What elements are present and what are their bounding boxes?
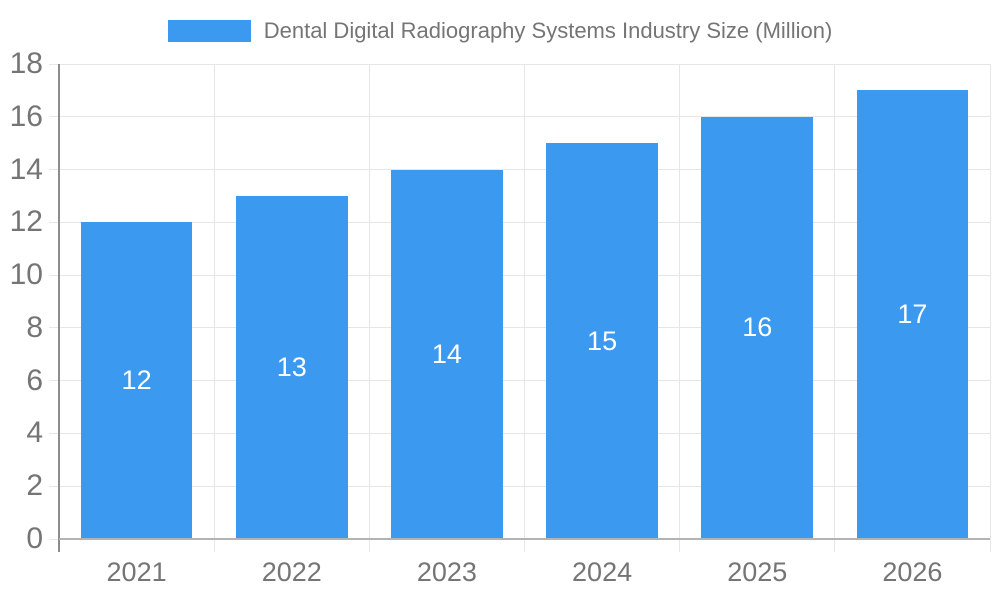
x-tick-label-2025: 2025	[727, 557, 788, 587]
legend-swatch	[167, 20, 251, 42]
category-separator-5	[834, 64, 836, 552]
y-tick-label-18: 18	[9, 47, 43, 80]
category-separator-1	[213, 64, 215, 552]
x-tick-label-2021: 2021	[106, 557, 167, 587]
bar-2024: 15	[546, 143, 658, 539]
category-separator-4	[679, 64, 681, 552]
y-tick-mark-18	[49, 63, 59, 65]
y-tick-mark-10	[49, 274, 59, 276]
y-tick-mark-4	[49, 432, 59, 434]
y-tick-label-6: 6	[26, 363, 43, 397]
y-tick-label-10: 10	[9, 258, 43, 292]
bar-2021: 12	[80, 222, 193, 539]
bar-value-label-2022: 13	[276, 351, 307, 382]
x-tick-label-2024: 2024	[572, 557, 633, 587]
bar-2026: 17	[856, 90, 969, 539]
bar-value-label-2026: 17	[897, 299, 928, 330]
category-separator-6	[989, 64, 991, 552]
y-tick-mark-14	[49, 169, 59, 171]
x-tick-label-2022: 2022	[261, 557, 322, 587]
y-tick-mark-16	[49, 116, 59, 118]
y-tick-label-16: 16	[9, 99, 43, 133]
bar-2023: 14	[391, 169, 503, 539]
y-tick-label-0: 0	[26, 522, 43, 555]
x-tick-label-2023: 2023	[416, 557, 477, 587]
category-separator-2	[368, 64, 370, 552]
bar-2022: 13	[235, 195, 348, 539]
y-tick-label-14: 14	[9, 152, 43, 186]
y-tick-label-8: 8	[26, 310, 43, 344]
y-tick-label-2: 2	[26, 469, 43, 503]
bar-value-label-2023: 14	[431, 338, 462, 369]
y-tick-mark-2	[49, 485, 59, 487]
chart-title: Dental Digital Radiography Systems Indus…	[263, 18, 833, 43]
y-tick-label-4: 4	[26, 416, 43, 450]
chart-legend[interactable]: Dental Digital Radiography Systems Indus…	[0, 18, 1000, 44]
bar-2025: 16	[701, 116, 814, 539]
y-tick-mark-12	[49, 221, 59, 223]
x-axis-baseline	[59, 538, 990, 540]
x-tick-label-2026: 2026	[882, 557, 943, 587]
bar-value-label-2021: 12	[121, 365, 152, 396]
y-tick-mark-0	[49, 538, 59, 540]
category-separator-3	[524, 64, 525, 552]
y-tick-mark-6	[49, 380, 59, 382]
y-tick-mark-8	[49, 327, 59, 329]
y-tick-label-12: 12	[9, 205, 43, 239]
bar-value-label-2025: 16	[742, 312, 773, 343]
bar-value-label-2024: 15	[587, 325, 618, 356]
y-axis-line	[58, 64, 60, 552]
